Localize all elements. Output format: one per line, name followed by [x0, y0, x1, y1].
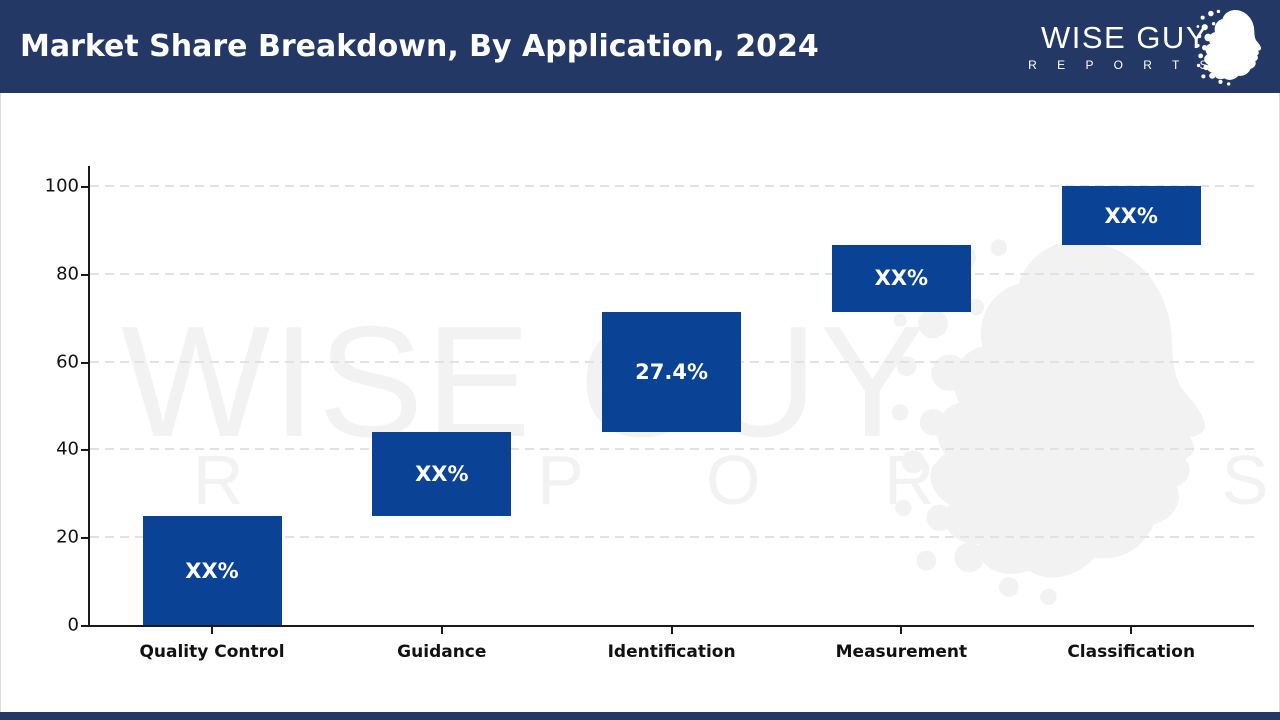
x-axis-label-measurement: Measurement [835, 642, 968, 662]
bar-value-label: 27.4% [635, 359, 709, 384]
logo-text: WISE GUY R E P O R T S [1028, 22, 1208, 71]
gridline [90, 448, 1254, 451]
y-axis-tick-label: 20 [56, 526, 79, 548]
x-axis-label-quality-control: Quality Control [139, 642, 285, 662]
y-axis-tick-label: 100 [44, 175, 79, 197]
x-axis-tick [900, 627, 903, 634]
plot: 0 20 40 60 80 100 XX% Quality Control XX% Guidanc… [1, 93, 1279, 712]
gridline [90, 536, 1254, 539]
x-axis-label-identification: Identification [607, 642, 736, 662]
x-axis-label-guidance: Guidance [397, 642, 487, 662]
wiseguy-logo: WISE GUY R E P O R T S [1028, 6, 1266, 88]
y-axis-tick [81, 273, 88, 276]
y-axis-tick [81, 537, 88, 540]
logo-subtext: R E P O R T S [1028, 58, 1216, 72]
footer-bar [0, 712, 1280, 720]
x-axis-tick [670, 627, 673, 634]
bar-classification: XX% [1061, 186, 1201, 246]
bar-identification: 27.4% [602, 311, 742, 432]
header: Market Share Breakdown, By Application, … [0, 0, 1280, 93]
bar-measurement: XX% [831, 245, 971, 312]
y-axis-tick-label: 60 [56, 350, 79, 372]
x-axis-spine [88, 625, 1254, 627]
y-axis-tick-label: 80 [56, 263, 79, 285]
bar-value-label: XX% [874, 266, 929, 291]
watermark-wordmark: WISE GUY [121, 294, 928, 470]
y-axis-tick [81, 361, 88, 364]
chart-area: WISE GUY R E P O R T S 0 20 40 60 80 100 XX% Qu… [0, 93, 1280, 712]
y-axis-tick-label: 0 [67, 614, 79, 636]
logo-head-icon [1196, 9, 1262, 86]
y-axis-tick [81, 449, 88, 452]
bar-value-label: XX% [185, 558, 239, 583]
y-axis-tick [81, 186, 88, 188]
bar-guidance: XX% [372, 431, 512, 517]
bar-value-label: XX% [415, 461, 469, 486]
bar-value-label: XX% [1104, 203, 1158, 228]
y-axis-tick [81, 625, 88, 627]
bar-quality-control: XX% [142, 516, 282, 625]
chart-title: Market Share Breakdown, By Application, … [20, 29, 819, 64]
x-axis-label-classification: Classification [1067, 642, 1196, 662]
x-axis-tick [440, 627, 443, 634]
logo-wordmark: WISE GUY [1040, 20, 1208, 55]
y-axis-tick-label: 40 [56, 438, 79, 460]
x-axis-tick [211, 627, 213, 634]
gridline [90, 185, 1254, 187]
x-axis-tick [1130, 627, 1133, 634]
gridline [90, 272, 1254, 275]
y-axis-spine [88, 166, 90, 627]
